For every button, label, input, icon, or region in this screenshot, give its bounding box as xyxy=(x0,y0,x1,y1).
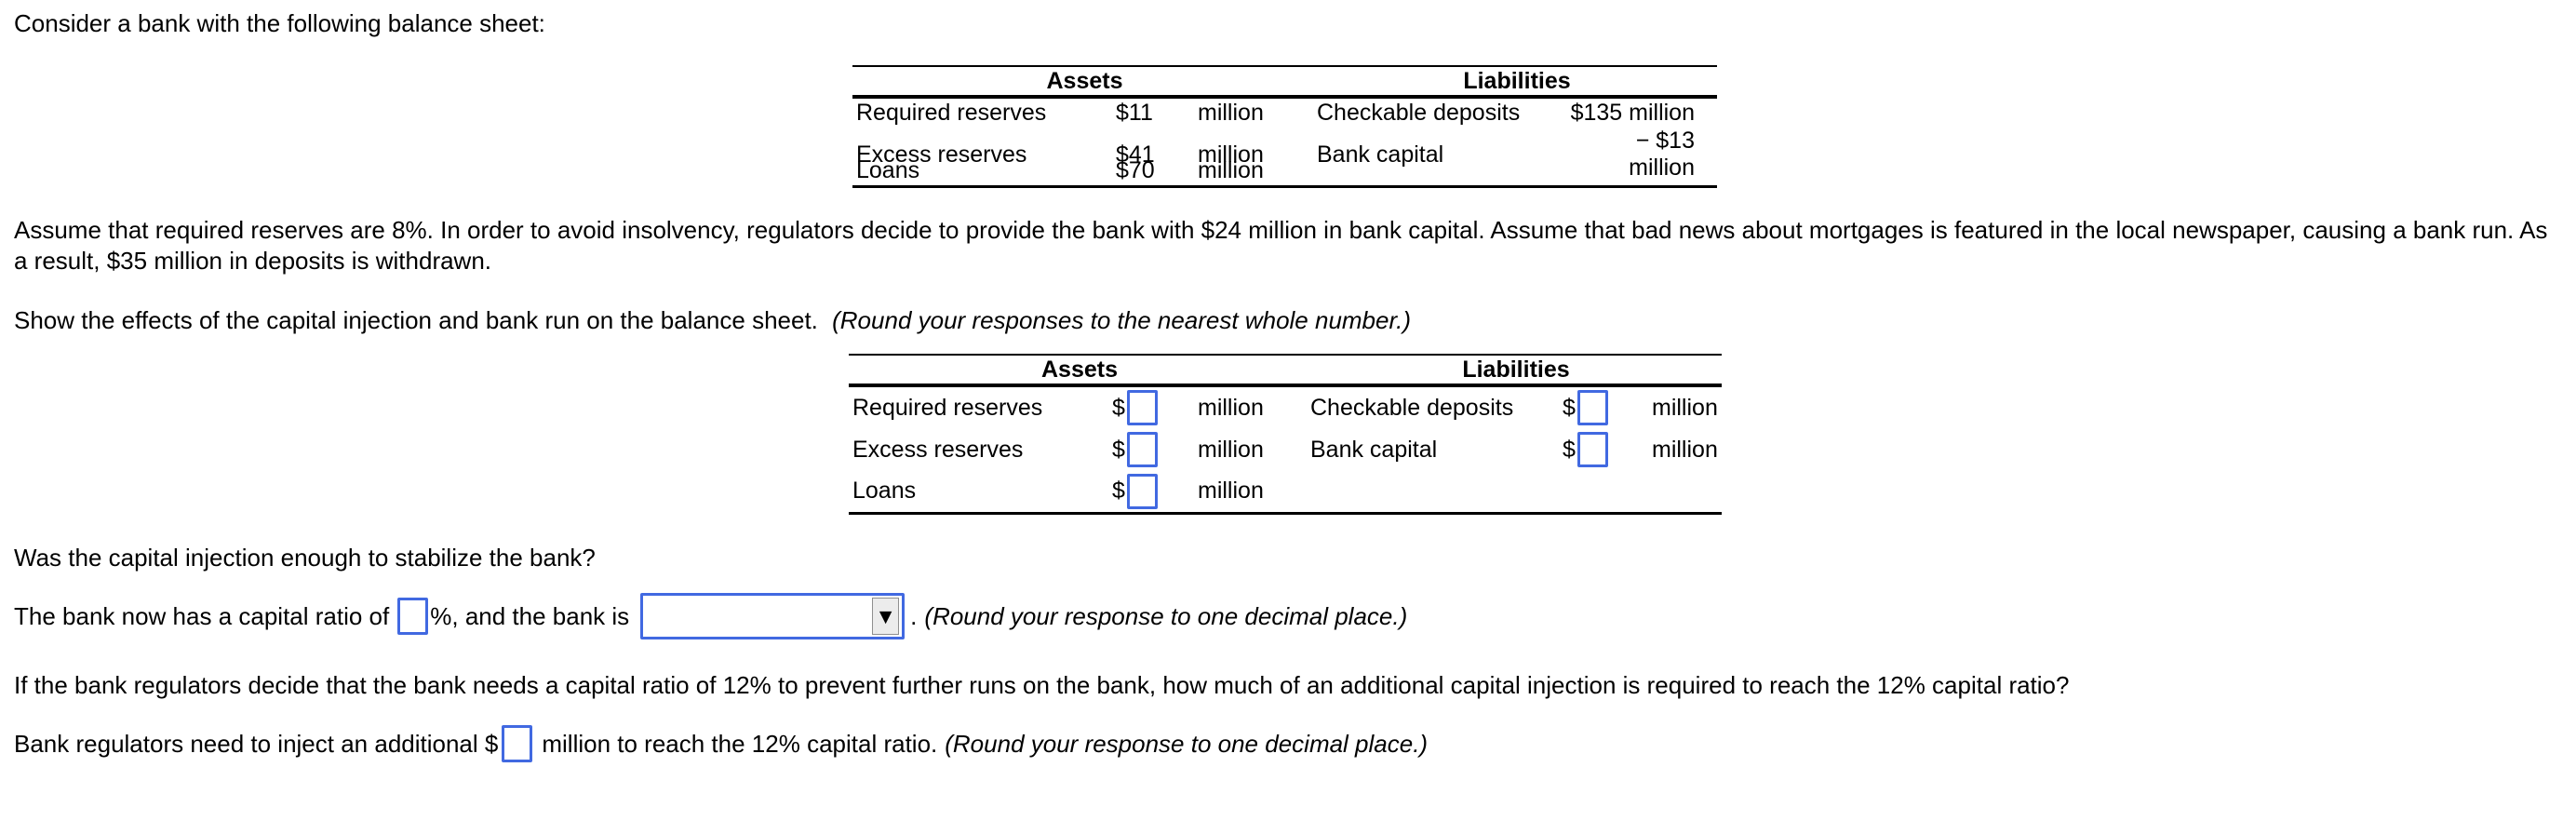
dollar-sign: $ xyxy=(1563,394,1576,421)
dollar-sign: $ xyxy=(1112,436,1125,463)
table-row: Excess reserves $41 million Bank capital… xyxy=(852,128,1717,181)
asset-unit: million xyxy=(1198,100,1264,126)
bank-status-dropdown[interactable]: ▼ xyxy=(640,593,906,639)
asset-value: $70 xyxy=(1116,157,1155,183)
percent-suffix: %, and the bank is xyxy=(430,601,630,630)
asset-value: $41 xyxy=(1116,141,1155,168)
balance-sheet-header: Assets Liabilities xyxy=(849,356,1722,387)
assets-header: Assets xyxy=(1046,67,1123,94)
capital-ratio-input[interactable] xyxy=(397,598,429,635)
table-row: Excess reserves $ million Bank capital $… xyxy=(849,429,1722,471)
asset-label: Excess reserves xyxy=(852,436,1024,463)
rounding-note: (Round your responses to the nearest who… xyxy=(832,306,1412,334)
asset-value: $11 xyxy=(1116,100,1153,126)
liability-unit: million xyxy=(1652,394,1718,421)
balance-sheet-revised: Assets Liabilities Required reserves $ m… xyxy=(849,354,1722,516)
scenario-line: a result, $35 million in deposits is wit… xyxy=(14,247,492,275)
liability-label: Bank capital xyxy=(1310,436,1438,463)
asset-unit: million xyxy=(1198,157,1264,183)
liability-unit: million xyxy=(1652,436,1718,463)
intro-text: Consider a bank with the following balan… xyxy=(14,9,545,37)
table-row: Loans $70 million xyxy=(852,156,1717,185)
additional-capital-input[interactable] xyxy=(502,725,533,762)
excess-reserves-input[interactable] xyxy=(1126,432,1158,468)
scenario-paragraph: Assume that required reserves are 8%. In… xyxy=(14,215,2547,276)
scenario-line: Assume that required reserves are 8%. In… xyxy=(14,216,2548,244)
final-line-suffix: million to reach the 12% capital ratio. xyxy=(542,729,938,758)
balance-sheet-initial: Assets Liabilities Required reserves $11… xyxy=(852,65,1717,188)
stability-question: Was the capital injection enough to stab… xyxy=(14,544,596,572)
dollar-sign: $ xyxy=(1112,394,1125,421)
required-reserves-input[interactable] xyxy=(1126,390,1158,426)
period-text: . xyxy=(910,601,918,630)
asset-unit: million xyxy=(1198,436,1264,463)
checkable-deposits-input[interactable] xyxy=(1576,390,1608,426)
table-row: Required reserves $ million Checkable de… xyxy=(849,387,1722,429)
dollar-sign: $ xyxy=(1112,478,1125,505)
final-answer-line: Bank regulators need to inject an additi… xyxy=(14,723,1428,764)
bank-capital-input[interactable] xyxy=(1576,432,1608,468)
assets-header: Assets xyxy=(1041,356,1118,383)
table-row: Loans $ million xyxy=(849,470,1722,512)
liabilities-header: Liabilities xyxy=(1463,67,1571,94)
liability-value: − $13 million xyxy=(1629,128,1695,181)
asset-label: Required reserves xyxy=(852,394,1043,421)
asset-unit: million xyxy=(1198,478,1264,505)
liability-label: Checkable deposits xyxy=(1317,100,1521,126)
asset-label: Excess reserves xyxy=(856,141,1027,168)
dropdown-arrow-button[interactable]: ▼ xyxy=(872,598,900,635)
further-injection-question: If the bank regulators decide that the b… xyxy=(14,671,2070,699)
dollar-sign: $ xyxy=(1563,436,1576,463)
final-line-prefix: Bank regulators need to inject an additi… xyxy=(14,729,499,758)
liability-label: Bank capital xyxy=(1317,141,1444,168)
chevron-down-icon: ▼ xyxy=(875,603,897,628)
asset-label: Loans xyxy=(852,478,917,505)
instruction-line: Show the effects of the capital injectio… xyxy=(14,305,1411,336)
asset-unit: million xyxy=(1198,141,1264,168)
liability-label: Checkable deposits xyxy=(1310,394,1514,421)
asset-label: Loans xyxy=(856,157,920,183)
table-row: Required reserves $11 million Checkable … xyxy=(852,99,1717,128)
balance-sheet-header: Assets Liabilities xyxy=(852,67,1717,99)
rounding-note: (Round your response to one decimal plac… xyxy=(945,729,1429,758)
liability-value: $135 million xyxy=(1570,100,1695,126)
loans-input[interactable] xyxy=(1126,473,1158,509)
asset-label: Required reserves xyxy=(856,100,1047,126)
capital-ratio-prefix: The bank now has a capital ratio of xyxy=(14,601,390,630)
capital-ratio-line: The bank now has a capital ratio of %, a… xyxy=(14,593,1407,639)
rounding-note: (Round your response to one decimal plac… xyxy=(924,601,1408,630)
asset-unit: million xyxy=(1198,394,1264,421)
instruction-text: Show the effects of the capital injectio… xyxy=(14,306,818,334)
liabilities-header: Liabilities xyxy=(1462,356,1570,383)
